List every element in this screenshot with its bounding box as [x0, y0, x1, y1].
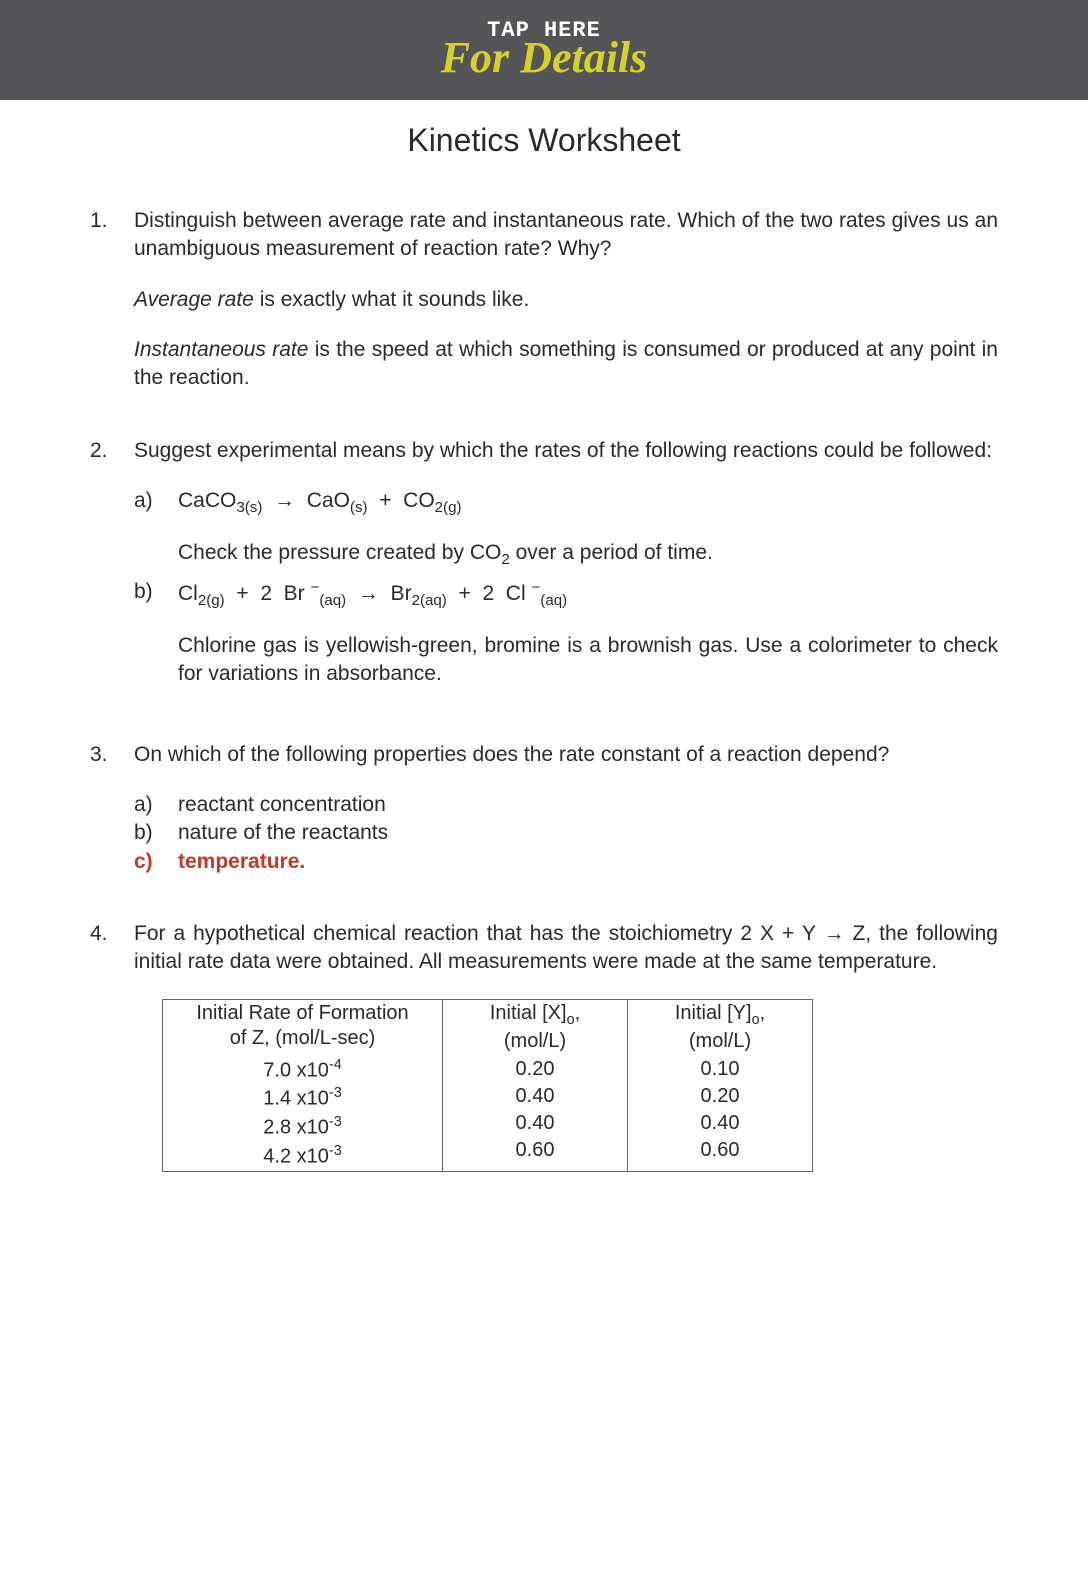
q3-prompt: On which of the following properties doe…: [134, 741, 998, 769]
table-row: 7.0 x10-4 1.4 x10-3 2.8 x10-3 4.2 x10-3 …: [163, 1055, 813, 1172]
question-3: 3. On which of the following properties …: [90, 741, 998, 876]
q2-number: 2.: [90, 437, 134, 697]
q4-prompt: For a hypothetical chemical reaction tha…: [134, 920, 998, 977]
q3a: a) reactant concentration: [134, 791, 998, 819]
q4-body: For a hypothetical chemical reaction tha…: [134, 920, 998, 1172]
page-title: Kinetics Worksheet: [90, 122, 998, 159]
q3-body: On which of the following properties doe…: [134, 741, 998, 876]
question-2: 2. Suggest experimental means by which t…: [90, 437, 998, 697]
q2b-body: Cl2(g) + 2 Br −(aq) → Br2(aq) + 2 Cl −(a…: [178, 578, 998, 688]
q2a-body: CaCO3(s) → CaO(s) + CO2(g) Check the pre…: [178, 487, 998, 570]
th-rate: Initial Rate of Formation of Z, (mol/L-s…: [163, 999, 443, 1055]
ad-banner[interactable]: TAP HERE For Details: [0, 0, 1088, 100]
q1-prompt: Distinguish between average rate and ins…: [134, 207, 998, 264]
q3b-text: nature of the reactants: [178, 819, 998, 847]
q1-a1-rest: is exactly what it sounds like.: [254, 288, 529, 311]
worksheet-page: Kinetics Worksheet 1. Distinguish betwee…: [0, 100, 1088, 1276]
banner-bottom-text: For Details: [441, 36, 648, 80]
q1-body: Distinguish between average rate and ins…: [134, 207, 998, 393]
q3c-label: c): [134, 848, 178, 876]
q1-answer-2: Instantaneous rate is the speed at which…: [134, 336, 998, 393]
q1-number: 1.: [90, 207, 134, 393]
cell-y: 0.10 0.20 0.40 0.60: [628, 1055, 813, 1172]
q3b: b) nature of the reactants: [134, 819, 998, 847]
q1-answer-1: Average rate is exactly what it sounds l…: [134, 286, 998, 314]
q3b-label: b): [134, 819, 178, 847]
q2a-label: a): [134, 487, 178, 570]
q2b-equation: Cl2(g) + 2 Br −(aq) → Br2(aq) + 2 Cl −(a…: [178, 578, 998, 612]
table-header-row: Initial Rate of Formation of Z, (mol/L-s…: [163, 999, 813, 1055]
q3c: c) temperature.: [134, 848, 998, 876]
th-x: Initial [X]o, (mol/L): [443, 999, 628, 1055]
q2a-answer: Check the pressure created by CO2 over a…: [178, 539, 998, 571]
rate-data-table: Initial Rate of Formation of Z, (mol/L-s…: [162, 999, 813, 1173]
cell-x: 0.20 0.40 0.40 0.60: [443, 1055, 628, 1172]
q2-body: Suggest experimental means by which the …: [134, 437, 998, 697]
cell-rate: 7.0 x10-4 1.4 x10-3 2.8 x10-3 4.2 x10-3: [163, 1055, 443, 1172]
q3c-text: temperature.: [178, 848, 998, 876]
q2a-equation: CaCO3(s) → CaO(s) + CO2(g): [178, 487, 998, 519]
q3a-label: a): [134, 791, 178, 819]
q2b-label: b): [134, 578, 178, 688]
q1-a1-italic: Average rate: [134, 288, 254, 311]
th-y: Initial [Y]o, (mol/L): [628, 999, 813, 1055]
q2b-answer: Chlorine gas is yellowish-green, bromine…: [178, 632, 998, 689]
q2-prompt: Suggest experimental means by which the …: [134, 437, 998, 465]
q4-number: 4.: [90, 920, 134, 1172]
question-4: 4. For a hypothetical chemical reaction …: [90, 920, 998, 1172]
q2a: a) CaCO3(s) → CaO(s) + CO2(g) Check the …: [134, 487, 998, 570]
q2b: b) Cl2(g) + 2 Br −(aq) → Br2(aq) + 2 Cl …: [134, 578, 998, 688]
q1-a2-italic: Instantaneous rate: [134, 338, 308, 361]
question-1: 1. Distinguish between average rate and …: [90, 207, 998, 393]
banner-text: TAP HERE For Details: [441, 20, 648, 80]
q3a-text: reactant concentration: [178, 791, 998, 819]
q3-number: 3.: [90, 741, 134, 876]
